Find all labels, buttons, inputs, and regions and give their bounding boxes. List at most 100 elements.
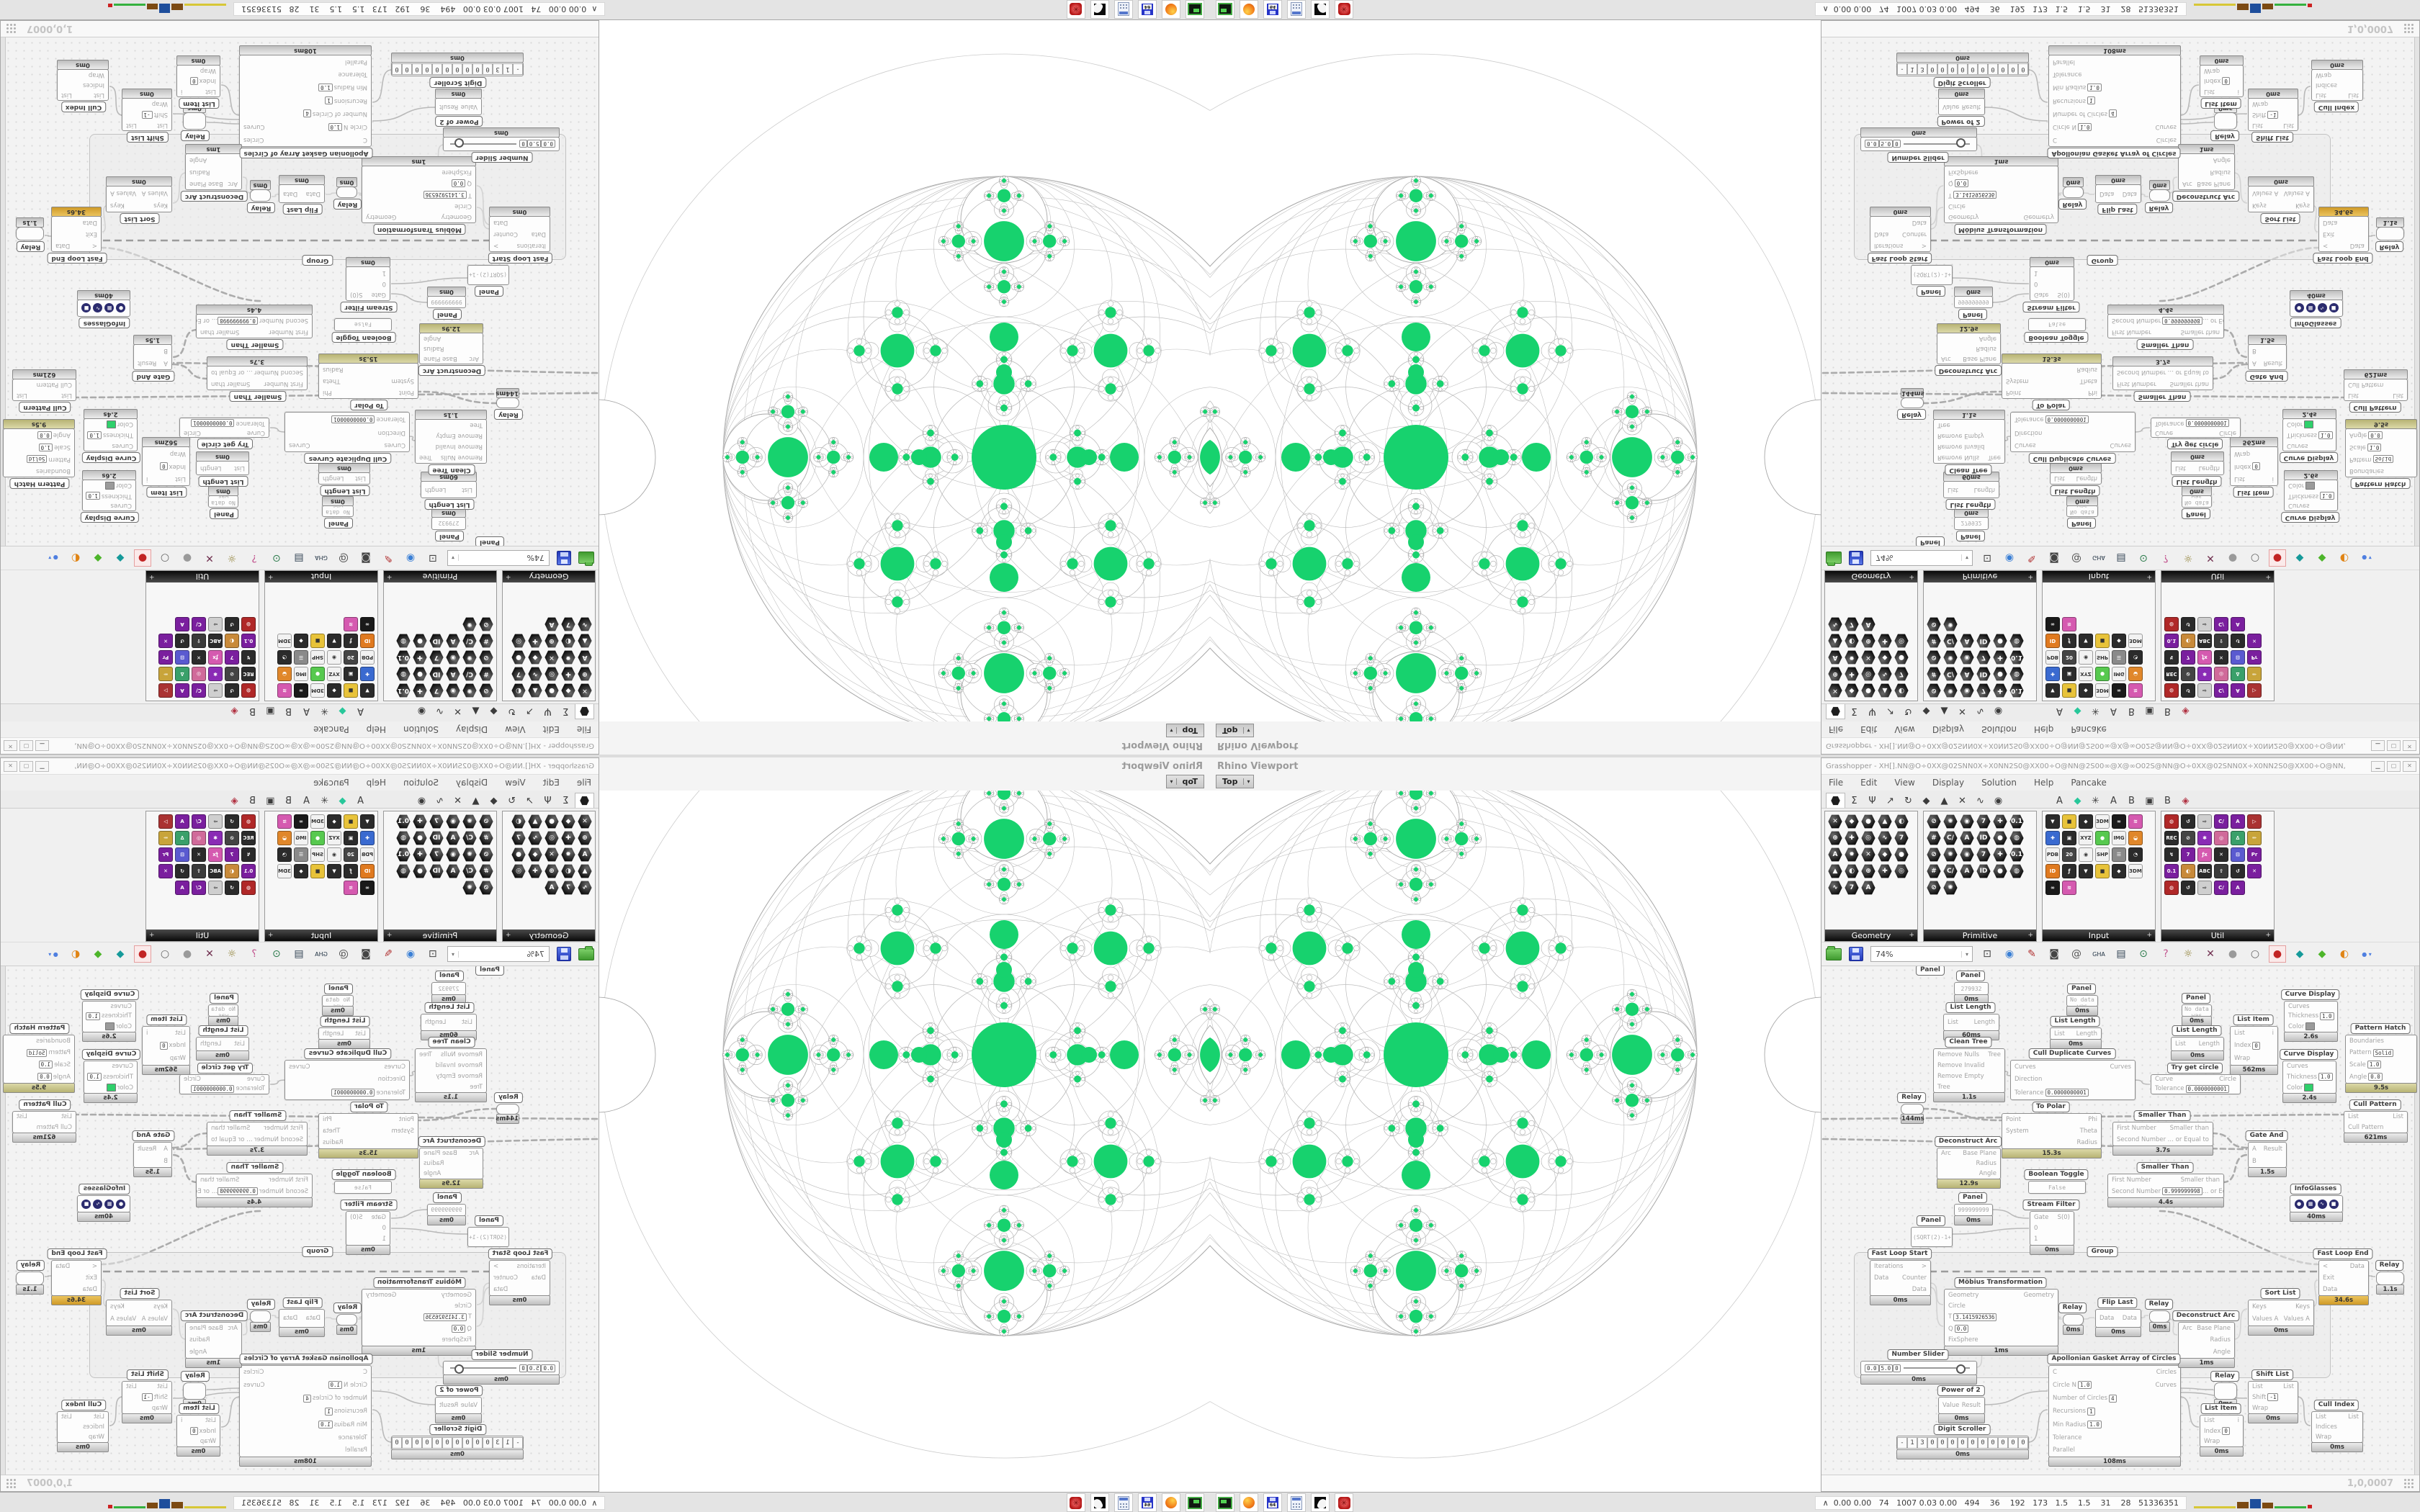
slider-value-chip[interactable]: 0.0 [541,140,555,148]
chevron-down-icon[interactable]: ▾ [1961,950,1972,958]
chevron-down-icon[interactable]: ▾ [1167,727,1177,734]
gh-node-panel[interactable]: (SQRT(2)-1+1/512)*1 [1911,1227,1953,1247]
component-icon[interactable]: ◆ [2079,683,2093,698]
component-icon[interactable]: ⊕ [1861,634,1876,648]
gh-node-label[interactable]: List Item [146,1014,187,1025]
component-icon[interactable]: ✚ [561,831,575,845]
component-icon[interactable]: ◎ [511,634,526,648]
maximize-button[interactable]: ▢ [2387,740,2401,752]
component-icon[interactable]: ◉ [446,650,460,665]
gh-node-deconstruct-arc[interactable]: Arc Base Plane Radius Angle [419,333,483,364]
tab-gem[interactable]: ◆ [2074,706,2081,717]
gh-node-label[interactable]: Relay [2144,1299,2174,1310]
gh-node-label[interactable]: Relay [494,409,523,420]
digit-cell[interactable]: 1 [1907,63,1917,75]
menu-view[interactable]: View [1894,778,1915,788]
component-icon[interactable]: SHP [310,847,325,862]
component-icon[interactable]: ☰ [294,650,308,665]
gh-node-deconstruct-arc[interactable]: Arc Base Plane Radius Angle [185,1322,242,1359]
component-icon[interactable]: ⊘ [479,683,493,698]
slider-value-chip[interactable]: 5.0 [526,140,542,148]
component-icon[interactable]: IMG [294,667,308,681]
component-icon[interactable]: ≋ [277,683,292,698]
tab-gem[interactable]: ◆ [2074,795,2081,806]
value-chip[interactable]: 1.0 [87,1073,102,1081]
component-icon[interactable]: A [1960,667,1974,681]
component-icon[interactable]: ⊟ [175,650,189,665]
gh-node-label[interactable]: Flip Last [282,204,323,215]
component-icon[interactable]: ◎ [2214,667,2228,681]
component-icon[interactable]: ↯ [2164,650,2179,665]
digit-cell[interactable]: 0 [432,1437,442,1449]
zoom-level-input[interactable]: 74% ▾ [1870,946,1973,962]
gh-node-label[interactable]: Panel [1958,309,1988,320]
taskbar-calculator-icon[interactable] [1287,1493,1306,1512]
value-chip[interactable]: 1 [2087,1407,2095,1416]
gh-node-label[interactable]: Digit Scroller [429,77,487,88]
value-chip[interactable]: 0.0 [2368,431,2383,439]
gh-node-label[interactable]: List Length [198,1025,248,1036]
palette-group-label[interactable]: Input + [2043,930,2155,941]
gh-node-label[interactable]: Cull Index [60,1400,107,1410]
component-icon[interactable]: 3DM [277,864,292,878]
gh-node-label[interactable]: Pattern Hatch [2350,1023,2411,1034]
gh-node-panel[interactable]: 279932 [1954,982,1989,995]
component-icon[interactable]: ƒx [2197,650,2212,665]
digit-cell[interactable]: 0 [483,1437,493,1449]
taskbar-calculator-icon[interactable] [1287,0,1306,19]
gh-node-label[interactable]: Curve Display [2280,512,2340,523]
value-chip[interactable]: 3.1415926536 [423,191,467,199]
tab-text[interactable]: A [2056,706,2063,717]
gh-node-stream-filter[interactable]: Gate S(0) 0 1 [346,1211,390,1246]
component-icon[interactable]: A [1861,881,1876,895]
component-icon[interactable]: ✺ [1943,881,1958,895]
tab-kangaroo-a[interactable]: A [2110,795,2117,806]
gh-node-m-bius-transformation[interactable]: Geometry Geometry Circle T 3.1415926536 Q 0.0 F… [1944,1289,2058,1346]
component-icon[interactable]: ✚ [561,667,575,681]
component-icon[interactable]: ⊘ [479,617,493,631]
tab-transform[interactable]: ∿ [436,795,444,806]
gh-node-list-length[interactable]: List Length [318,472,370,485]
component-icon[interactable]: ✏ [2247,831,2262,845]
palette-group-label[interactable]: Input + [265,930,377,941]
gh-node-panel[interactable]: No data was [2066,995,2098,1007]
tab-kangaroo-a[interactable]: A [303,706,310,717]
component-icon[interactable]: ID [1976,864,1991,878]
gh-node-list-item[interactable]: List i Index 0 Wrap [142,446,190,486]
digit-cell[interactable]: 0 [1937,1437,1948,1449]
component-icon[interactable]: ◉ [1960,847,1974,862]
component-icon[interactable]: ∿ [1878,667,1892,681]
gh-node-deconstruct-arc[interactable]: Arc Base Plane Radius Angle [419,1148,483,1179]
component-icon[interactable]: ∞ [294,814,308,829]
component-icon[interactable]: ◔ [2128,650,2143,665]
gh-node-label[interactable]: Cull Index [2313,102,2360,112]
gh-node-label[interactable]: List Length [198,476,248,487]
preview-eye-button[interactable]: ◉ [2004,552,2015,564]
gh-node-panel[interactable]: 279932 [1954,517,1989,530]
component-icon[interactable]: 20 [2062,847,2076,862]
component-icon[interactable]: 0.1 [396,650,411,665]
component-icon[interactable]: ↺ [2181,617,2195,631]
gh-node-deconstruct-arc[interactable]: Arc Base Plane Radius Angle [2178,153,2235,190]
digit-cell[interactable]: 0 [432,63,442,75]
tab-b2[interactable]: B [2164,706,2171,717]
component-icon[interactable]: C/ [192,683,206,698]
component-icon[interactable]: ● [310,831,325,845]
component-icon[interactable]: XYZ [2079,667,2093,681]
menu-help[interactable]: Help [2033,778,2054,788]
tab-params[interactable] [575,793,594,808]
help-box-button[interactable]: ? [2163,552,2169,564]
gh-node-flip-last[interactable]: Data Data [2095,1309,2141,1328]
component-icon[interactable]: ✕ [578,683,592,698]
gh-node-relay[interactable] [336,186,357,198]
digit-cell[interactable]: 0 [1948,63,1958,75]
component-icon[interactable]: ⊘ [1927,650,1941,665]
component-icon[interactable]: ∞ [2045,617,2060,631]
gh-node-label[interactable]: Cull Duplicate Curves [304,453,392,464]
tab-vector[interactable]: ↗ [1886,706,1894,717]
component-icon[interactable]: ☰ [2112,847,2126,862]
value-chip[interactable]: 1.0 [38,443,53,451]
value-chip[interactable]: 1.0 [2367,1061,2382,1069]
gh-node-label[interactable]: Cull Pattern [2349,1099,2401,1110]
gh-node-label[interactable]: Smaller Than [229,391,287,402]
